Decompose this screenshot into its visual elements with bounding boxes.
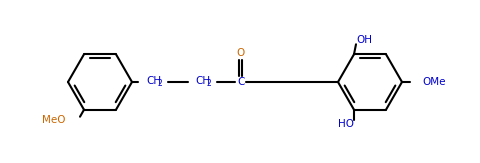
Text: HO: HO — [337, 119, 353, 129]
Text: 2: 2 — [157, 80, 162, 89]
Text: C: C — [237, 77, 244, 87]
Text: 2: 2 — [206, 80, 211, 89]
Text: OH: OH — [355, 35, 371, 45]
Text: CH: CH — [146, 76, 161, 86]
Text: O: O — [236, 48, 245, 58]
Text: CH: CH — [195, 76, 210, 86]
Text: MeO: MeO — [42, 115, 66, 125]
Text: OMe: OMe — [421, 77, 444, 87]
